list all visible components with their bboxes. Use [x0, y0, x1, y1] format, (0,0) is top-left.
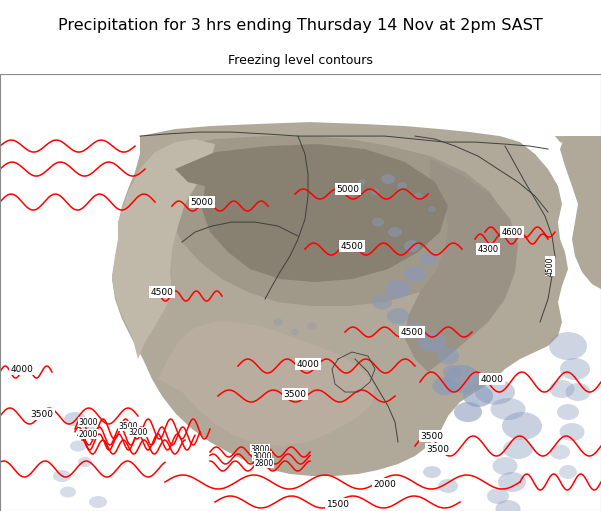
Text: 3500: 3500	[31, 409, 53, 419]
Text: 4000: 4000	[11, 364, 34, 374]
Ellipse shape	[566, 383, 591, 401]
Text: 5000: 5000	[191, 198, 213, 206]
Ellipse shape	[291, 329, 299, 335]
Ellipse shape	[372, 294, 392, 310]
Text: 4500: 4500	[341, 242, 364, 250]
Ellipse shape	[387, 308, 409, 324]
Ellipse shape	[502, 412, 542, 440]
Ellipse shape	[413, 193, 423, 200]
Ellipse shape	[475, 380, 515, 405]
Ellipse shape	[405, 321, 425, 337]
Ellipse shape	[560, 423, 585, 441]
Ellipse shape	[372, 218, 384, 226]
Text: 2000: 2000	[78, 430, 98, 438]
Text: 4000: 4000	[296, 360, 320, 368]
Text: 3000: 3000	[252, 452, 272, 460]
Text: 3000: 3000	[78, 417, 98, 427]
Text: 2800: 2800	[254, 458, 273, 468]
Ellipse shape	[64, 412, 86, 426]
Text: 3200: 3200	[128, 428, 148, 436]
Ellipse shape	[404, 240, 420, 252]
Text: 4300: 4300	[477, 245, 499, 253]
Ellipse shape	[443, 365, 461, 379]
Ellipse shape	[433, 377, 457, 395]
Ellipse shape	[559, 465, 577, 479]
Ellipse shape	[454, 402, 482, 422]
Ellipse shape	[560, 358, 590, 380]
Text: 2000: 2000	[374, 479, 397, 489]
Text: 4500: 4500	[151, 288, 174, 296]
Polygon shape	[555, 136, 601, 146]
Ellipse shape	[371, 189, 379, 196]
Ellipse shape	[60, 486, 76, 498]
Ellipse shape	[557, 404, 579, 420]
Text: 4000: 4000	[481, 375, 504, 384]
Ellipse shape	[428, 206, 436, 212]
Ellipse shape	[89, 496, 107, 508]
Text: 3500: 3500	[284, 389, 307, 399]
Polygon shape	[560, 136, 601, 289]
Ellipse shape	[359, 179, 365, 185]
Ellipse shape	[385, 280, 410, 298]
Polygon shape	[405, 159, 518, 372]
Text: 3500: 3500	[421, 431, 444, 440]
Text: 4500: 4500	[546, 257, 555, 276]
Polygon shape	[112, 139, 215, 359]
Ellipse shape	[437, 347, 459, 364]
Text: 3500: 3500	[118, 422, 138, 431]
Text: 4500: 4500	[400, 328, 424, 337]
Ellipse shape	[53, 470, 71, 482]
Polygon shape	[148, 136, 505, 306]
Ellipse shape	[397, 182, 407, 190]
Text: 4600: 4600	[501, 227, 522, 237]
Text: 3500: 3500	[427, 445, 450, 454]
Ellipse shape	[70, 440, 86, 452]
Polygon shape	[175, 144, 448, 282]
Ellipse shape	[423, 466, 441, 478]
Ellipse shape	[381, 174, 395, 184]
Ellipse shape	[550, 445, 570, 459]
Text: 3800: 3800	[250, 445, 270, 454]
Ellipse shape	[388, 227, 402, 237]
Ellipse shape	[78, 457, 92, 467]
Ellipse shape	[503, 439, 533, 459]
Text: 1500: 1500	[326, 499, 350, 508]
Ellipse shape	[490, 398, 525, 420]
Ellipse shape	[419, 252, 437, 266]
Ellipse shape	[498, 472, 526, 492]
Ellipse shape	[495, 500, 520, 511]
Ellipse shape	[308, 322, 317, 330]
Ellipse shape	[404, 266, 426, 282]
Text: Freezing level contours: Freezing level contours	[228, 54, 373, 67]
Ellipse shape	[418, 332, 446, 352]
Ellipse shape	[438, 479, 458, 493]
Ellipse shape	[273, 318, 283, 326]
Polygon shape	[112, 122, 568, 476]
Text: 5000: 5000	[337, 184, 359, 194]
Ellipse shape	[487, 488, 509, 504]
Ellipse shape	[492, 457, 517, 475]
Ellipse shape	[79, 426, 97, 438]
Text: Precipitation for 3 hrs ending Thursday 14 Nov at 2pm SAST: Precipitation for 3 hrs ending Thursday …	[58, 18, 543, 33]
Ellipse shape	[549, 332, 587, 360]
Polygon shape	[158, 322, 375, 446]
Ellipse shape	[463, 385, 493, 407]
Ellipse shape	[549, 380, 575, 398]
Ellipse shape	[445, 365, 480, 393]
